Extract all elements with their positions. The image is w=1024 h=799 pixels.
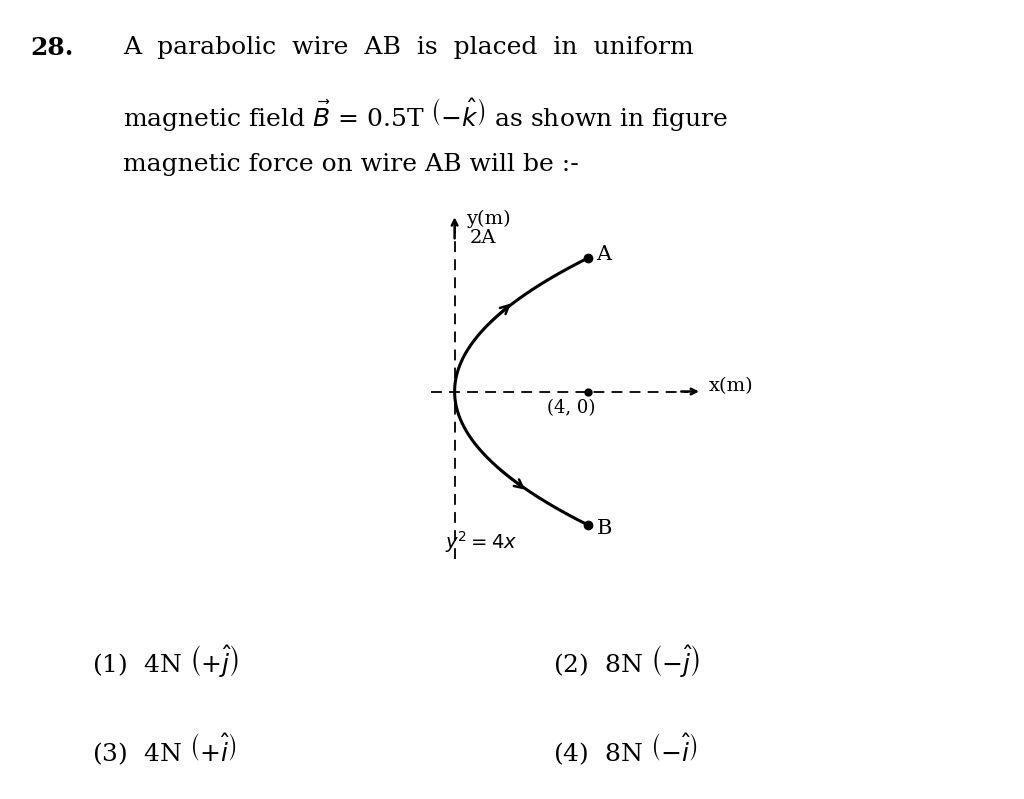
Text: (4)  8N $\left(-\hat{i}\right)$: (4) 8N $\left(-\hat{i}\right)$ xyxy=(553,731,697,767)
Text: 28.: 28. xyxy=(31,36,74,60)
Text: A: A xyxy=(597,245,611,264)
Text: y(m): y(m) xyxy=(466,209,511,228)
Text: (1)  4N $\left(+\hat{j}\right)$: (1) 4N $\left(+\hat{j}\right)$ xyxy=(92,643,240,680)
Text: (3)  4N $\left(+\hat{i}\right)$: (3) 4N $\left(+\hat{i}\right)$ xyxy=(92,731,237,767)
Text: x(m): x(m) xyxy=(709,377,754,396)
Text: (2)  8N $\left(-\hat{j}\right)$: (2) 8N $\left(-\hat{j}\right)$ xyxy=(553,643,700,680)
Text: 2A: 2A xyxy=(470,229,497,247)
Text: magnetic field $\vec{B}$ = 0.5T $\left(-\hat{k}\right)$ as shown in figure: magnetic field $\vec{B}$ = 0.5T $\left(-… xyxy=(123,96,728,133)
Text: (4, 0): (4, 0) xyxy=(548,400,596,417)
Text: B: B xyxy=(597,519,612,538)
Text: A  parabolic  wire  AB  is  placed  in  uniform: A parabolic wire AB is placed in uniform xyxy=(123,36,693,59)
Text: $y^2=4x$: $y^2=4x$ xyxy=(444,529,517,555)
Text: magnetic force on wire AB will be :-: magnetic force on wire AB will be :- xyxy=(123,153,579,177)
